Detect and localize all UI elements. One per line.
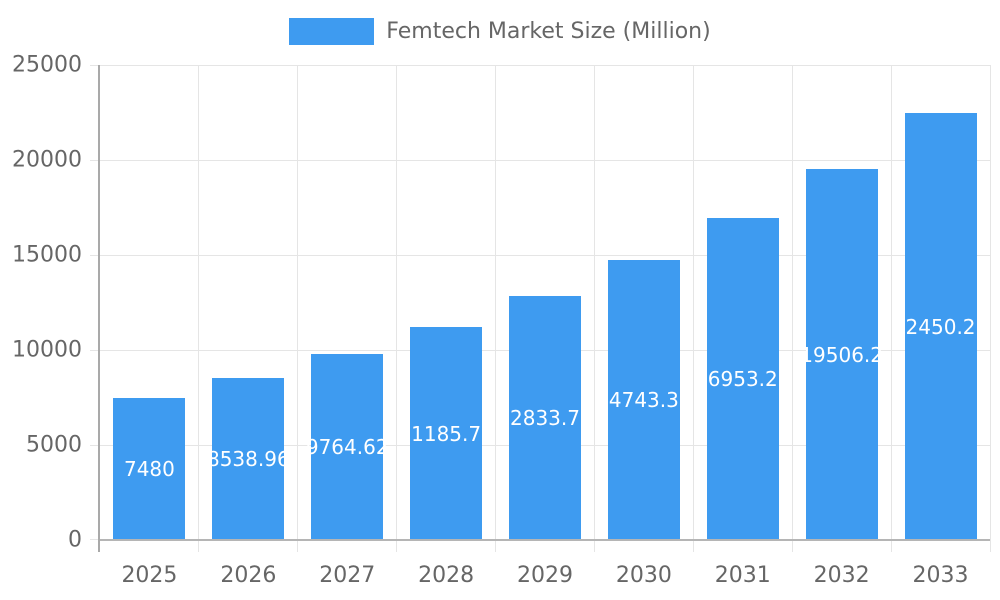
x-tick-label: 2033 — [912, 563, 969, 588]
x-tick-label: 2026 — [220, 563, 277, 588]
x-grid-line — [692, 65, 694, 552]
plot-area: 0 5000 10000 15000 20000 25000 7480 2025 8538.96… — [12, 53, 991, 588]
x-grid-line — [297, 65, 299, 552]
bar-2033[interactable] — [904, 113, 977, 540]
x-grid-line — [890, 65, 892, 552]
legend: Femtech Market Size (Million) — [0, 18, 1000, 45]
x-grid-line — [495, 65, 497, 552]
bar-2032[interactable] — [805, 169, 878, 540]
x-tick-label: 2028 — [418, 563, 475, 588]
bar-2030[interactable] — [607, 259, 680, 540]
bar-2028[interactable] — [410, 327, 483, 540]
x-grid-line — [593, 65, 595, 552]
y-grid-line — [90, 160, 990, 161]
bar-2026[interactable] — [212, 377, 285, 540]
y-tick-label: 25000 — [12, 52, 82, 78]
x-grid-line — [791, 65, 793, 552]
x-tick-label: 2032 — [813, 563, 870, 588]
y-tick-label: 15000 — [12, 242, 82, 268]
x-grid-line — [989, 65, 991, 552]
x-tick-label: 2029 — [517, 563, 573, 588]
legend-color-swatch — [289, 18, 375, 45]
y-tick-label: 20000 — [12, 147, 82, 173]
x-axis-line — [100, 539, 990, 541]
bar-2031[interactable] — [706, 217, 779, 540]
legend-item[interactable]: Femtech Market Size (Million) — [289, 18, 711, 45]
x-tick-label: 2031 — [714, 563, 771, 588]
x-tick-label: 2027 — [319, 563, 376, 588]
y-axis-line — [98, 65, 100, 552]
x-axis-tick-stub — [90, 539, 100, 540]
bar-2025[interactable] — [113, 397, 186, 540]
bar-2029[interactable] — [509, 296, 581, 540]
x-tick-label: 2030 — [615, 563, 672, 588]
x-grid-line — [198, 65, 200, 552]
y-tick-label: 10000 — [12, 337, 82, 363]
y-grid-line — [90, 65, 990, 66]
legend-label: Femtech Market Size (Million) — [386, 19, 711, 44]
y-tick-label: 0 — [68, 527, 82, 553]
x-grid-line — [396, 65, 398, 552]
y-tick-label: 5000 — [26, 432, 82, 458]
y-grid-line — [90, 255, 990, 256]
x-tick-label: 2025 — [121, 563, 178, 588]
bar-2027[interactable] — [311, 354, 384, 540]
